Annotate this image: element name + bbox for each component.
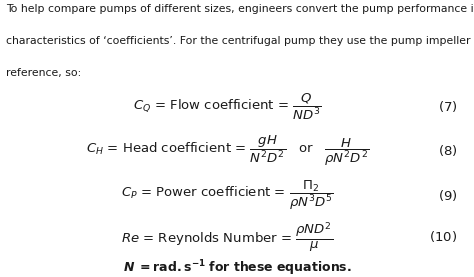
Text: $\boldsymbol{N}$ $\mathbf{= rad.s^{-1}}$ $\mathbf{for\ these\ equations.}$: $\boldsymbol{N}$ $\mathbf{= rad.s^{-1}}$… — [123, 258, 351, 277]
Text: reference, so:: reference, so: — [6, 68, 81, 78]
Text: To help compare pumps of different sizes, engineers convert the pump performance: To help compare pumps of different sizes… — [6, 4, 474, 14]
Text: $Re$ = Reynolds Number = $\dfrac{\rho ND^2}{\mu}$: $Re$ = Reynolds Number = $\dfrac{\rho ND… — [121, 220, 334, 254]
Text: $(9)$: $(9)$ — [438, 188, 457, 203]
Text: $C_P$ = Power coefficient = $\dfrac{\Pi_2}{\rho N^3D^5}$: $C_P$ = Power coefficient = $\dfrac{\Pi_… — [121, 179, 334, 212]
Text: $(8)$: $(8)$ — [438, 143, 457, 158]
Text: $(7)$: $(7)$ — [438, 99, 457, 114]
Text: $C_Q$ = Flow coefficient = $\dfrac{Q}{ND^3}$: $C_Q$ = Flow coefficient = $\dfrac{Q}{ND… — [133, 91, 322, 122]
Text: $C_H$ = Head coefficient = $\dfrac{gH}{N^2D^2}$   or   $\dfrac{H}{\rho N^2D^2}$: $C_H$ = Head coefficient = $\dfrac{gH}{N… — [86, 134, 369, 168]
Text: characteristics of ‘coefficients’. For the centrifugal pump they use the pump im: characteristics of ‘coefficients’. For t… — [6, 36, 474, 46]
Text: $(10)$: $(10)$ — [429, 229, 457, 244]
